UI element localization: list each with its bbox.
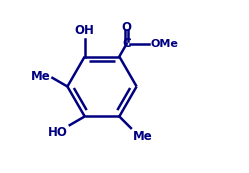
Text: O: O [122,21,132,34]
Text: OH: OH [75,24,95,37]
Text: HO: HO [48,126,68,139]
Text: Me: Me [133,130,152,143]
Text: OMe: OMe [150,39,178,49]
Text: Me: Me [31,70,51,84]
Text: C: C [122,37,131,50]
